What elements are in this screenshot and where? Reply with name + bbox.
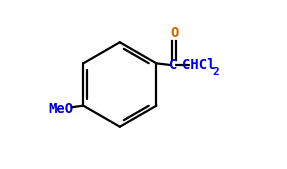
Text: MeO: MeO xyxy=(49,102,74,116)
Text: CHCl: CHCl xyxy=(182,58,216,72)
Text: C: C xyxy=(169,58,178,72)
Text: O: O xyxy=(170,26,179,40)
Text: 2: 2 xyxy=(212,67,219,77)
